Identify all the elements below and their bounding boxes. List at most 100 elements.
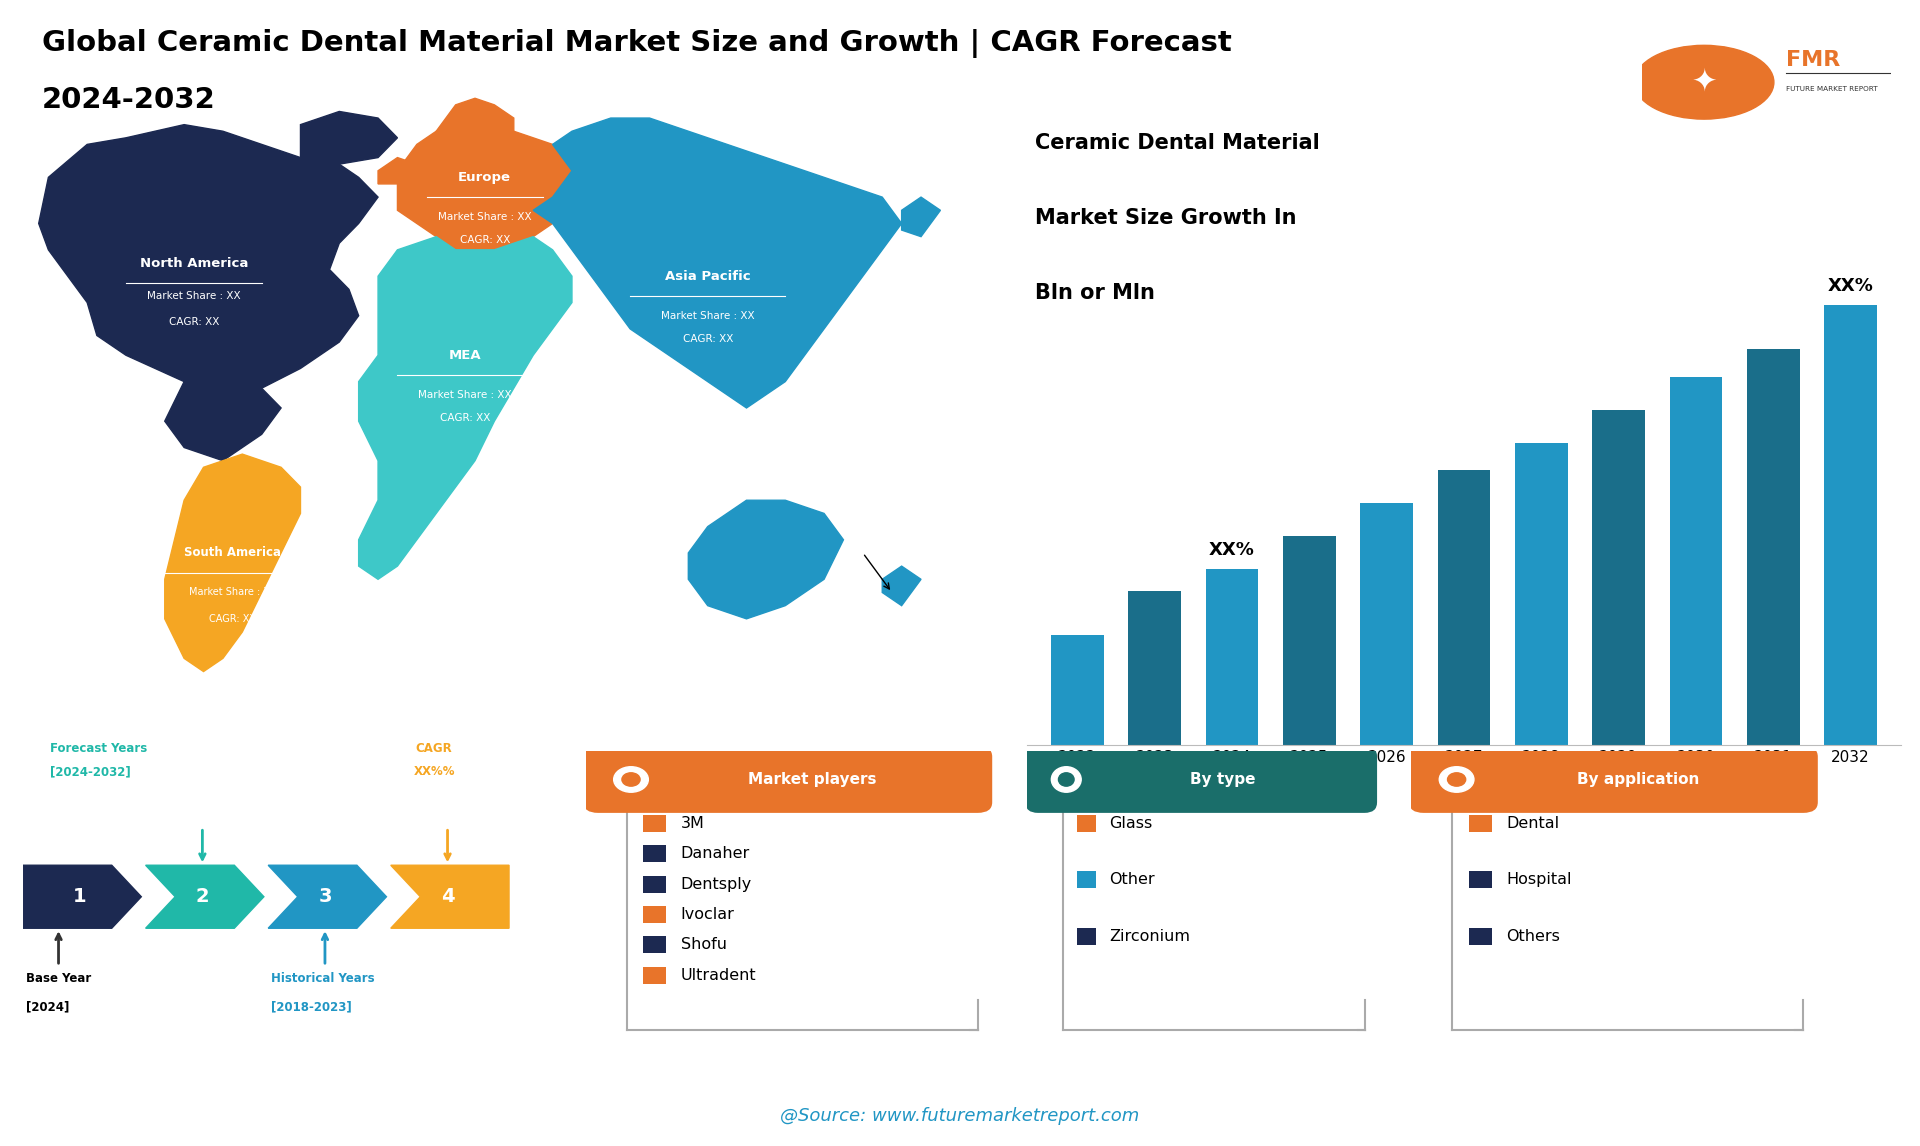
FancyBboxPatch shape	[643, 967, 666, 984]
Text: South America: South America	[184, 547, 280, 559]
Text: Zirconium: Zirconium	[1110, 928, 1190, 944]
Text: CAGR: XX: CAGR: XX	[209, 614, 255, 623]
Text: Market Share : XX: Market Share : XX	[419, 390, 513, 400]
Text: 2: 2	[196, 887, 209, 906]
FancyBboxPatch shape	[1077, 928, 1096, 944]
Text: 3: 3	[319, 887, 332, 906]
Text: Market players: Market players	[749, 772, 877, 787]
Text: Others: Others	[1505, 928, 1561, 944]
Polygon shape	[23, 865, 142, 928]
Text: [2018-2023]: [2018-2023]	[271, 1000, 351, 1013]
Circle shape	[622, 772, 639, 786]
Text: XX%: XX%	[1210, 541, 1256, 559]
Text: CAGR: XX: CAGR: XX	[440, 413, 490, 423]
FancyBboxPatch shape	[643, 846, 666, 863]
Text: [2024-2032]: [2024-2032]	[50, 766, 131, 778]
Text: By type: By type	[1190, 772, 1256, 787]
Polygon shape	[902, 197, 941, 236]
Text: Glass: Glass	[1110, 816, 1152, 831]
Text: Hospital: Hospital	[1505, 872, 1572, 887]
Polygon shape	[392, 865, 509, 928]
Text: 2024-2032: 2024-2032	[42, 86, 215, 113]
Text: By application: By application	[1576, 772, 1699, 787]
FancyBboxPatch shape	[643, 936, 666, 953]
Text: Market Share : XX: Market Share : XX	[188, 588, 276, 597]
Text: FUTURE MARKET REPORT: FUTURE MARKET REPORT	[1786, 86, 1878, 92]
Text: Global Ceramic Dental Material Market Size and Growth | CAGR Forecast: Global Ceramic Dental Material Market Si…	[42, 29, 1233, 57]
Polygon shape	[378, 158, 417, 183]
Text: Market Share : XX: Market Share : XX	[148, 291, 240, 301]
Text: MEA: MEA	[449, 348, 482, 362]
FancyBboxPatch shape	[1469, 871, 1492, 888]
FancyBboxPatch shape	[1469, 928, 1492, 944]
Polygon shape	[165, 382, 280, 461]
Bar	[1438, 470, 1490, 745]
Text: Market Size Growth In: Market Size Growth In	[1035, 207, 1296, 228]
Polygon shape	[38, 125, 378, 394]
Text: @Source: www.futuremarketreport.com: @Source: www.futuremarketreport.com	[780, 1107, 1140, 1125]
Text: XX%%: XX%%	[413, 766, 455, 778]
Circle shape	[614, 767, 649, 792]
Text: Europe: Europe	[459, 171, 511, 183]
Text: Bln or Mln: Bln or Mln	[1035, 283, 1154, 303]
Circle shape	[1058, 772, 1073, 786]
Bar	[1824, 305, 1878, 745]
Bar	[1050, 635, 1104, 745]
Text: Ceramic Dental Material: Ceramic Dental Material	[1035, 133, 1319, 152]
Text: Market Share : XX: Market Share : XX	[660, 311, 755, 321]
FancyBboxPatch shape	[643, 876, 666, 893]
Bar	[1129, 591, 1181, 745]
Polygon shape	[165, 454, 300, 672]
Bar	[1206, 568, 1258, 745]
Polygon shape	[534, 118, 902, 408]
FancyBboxPatch shape	[1469, 815, 1492, 832]
Text: North America: North America	[140, 257, 248, 269]
Text: XX%: XX%	[1828, 277, 1874, 296]
Text: 4: 4	[442, 887, 455, 906]
Text: Historical Years: Historical Years	[271, 972, 374, 984]
Circle shape	[1052, 767, 1081, 792]
Text: Ultradent: Ultradent	[680, 968, 756, 983]
Text: CAGR: XX: CAGR: XX	[459, 235, 511, 245]
Polygon shape	[269, 865, 386, 928]
Bar	[1283, 536, 1336, 745]
Polygon shape	[883, 566, 922, 605]
FancyBboxPatch shape	[643, 906, 666, 924]
Text: 1: 1	[73, 887, 86, 906]
Polygon shape	[300, 111, 397, 164]
Text: Market Share : XX: Market Share : XX	[438, 212, 532, 222]
Polygon shape	[689, 500, 843, 619]
FancyBboxPatch shape	[1409, 746, 1818, 813]
Text: Other: Other	[1110, 872, 1154, 887]
Bar	[1361, 503, 1413, 745]
Text: Dentsply: Dentsply	[680, 877, 753, 892]
Bar	[1670, 377, 1722, 745]
Text: 3M: 3M	[680, 816, 705, 831]
FancyBboxPatch shape	[1077, 871, 1096, 888]
Circle shape	[1440, 767, 1475, 792]
Text: [2024]: [2024]	[25, 1000, 69, 1013]
Circle shape	[1448, 772, 1465, 786]
Bar	[1515, 442, 1567, 745]
Polygon shape	[359, 236, 572, 580]
Polygon shape	[436, 99, 515, 131]
Text: Base Year: Base Year	[25, 972, 90, 984]
Text: Shofu: Shofu	[680, 937, 726, 952]
FancyBboxPatch shape	[584, 746, 993, 813]
Bar	[1747, 350, 1799, 745]
Text: CAGR: XX: CAGR: XX	[682, 333, 733, 344]
Text: CAGR: XX: CAGR: XX	[169, 317, 219, 328]
Text: FMR: FMR	[1786, 49, 1841, 70]
Text: Forecast Years: Forecast Years	[50, 741, 148, 755]
Text: Asia Pacific: Asia Pacific	[664, 269, 751, 283]
Text: Danaher: Danaher	[680, 847, 751, 862]
FancyBboxPatch shape	[1025, 746, 1377, 813]
Text: CAGR: CAGR	[417, 741, 453, 755]
Polygon shape	[146, 865, 263, 928]
Polygon shape	[397, 125, 572, 250]
Text: ✦: ✦	[1692, 68, 1716, 96]
Text: Dental: Dental	[1505, 816, 1559, 831]
Circle shape	[1634, 46, 1774, 119]
FancyBboxPatch shape	[1077, 815, 1096, 832]
Text: Ivoclar: Ivoclar	[680, 908, 735, 923]
